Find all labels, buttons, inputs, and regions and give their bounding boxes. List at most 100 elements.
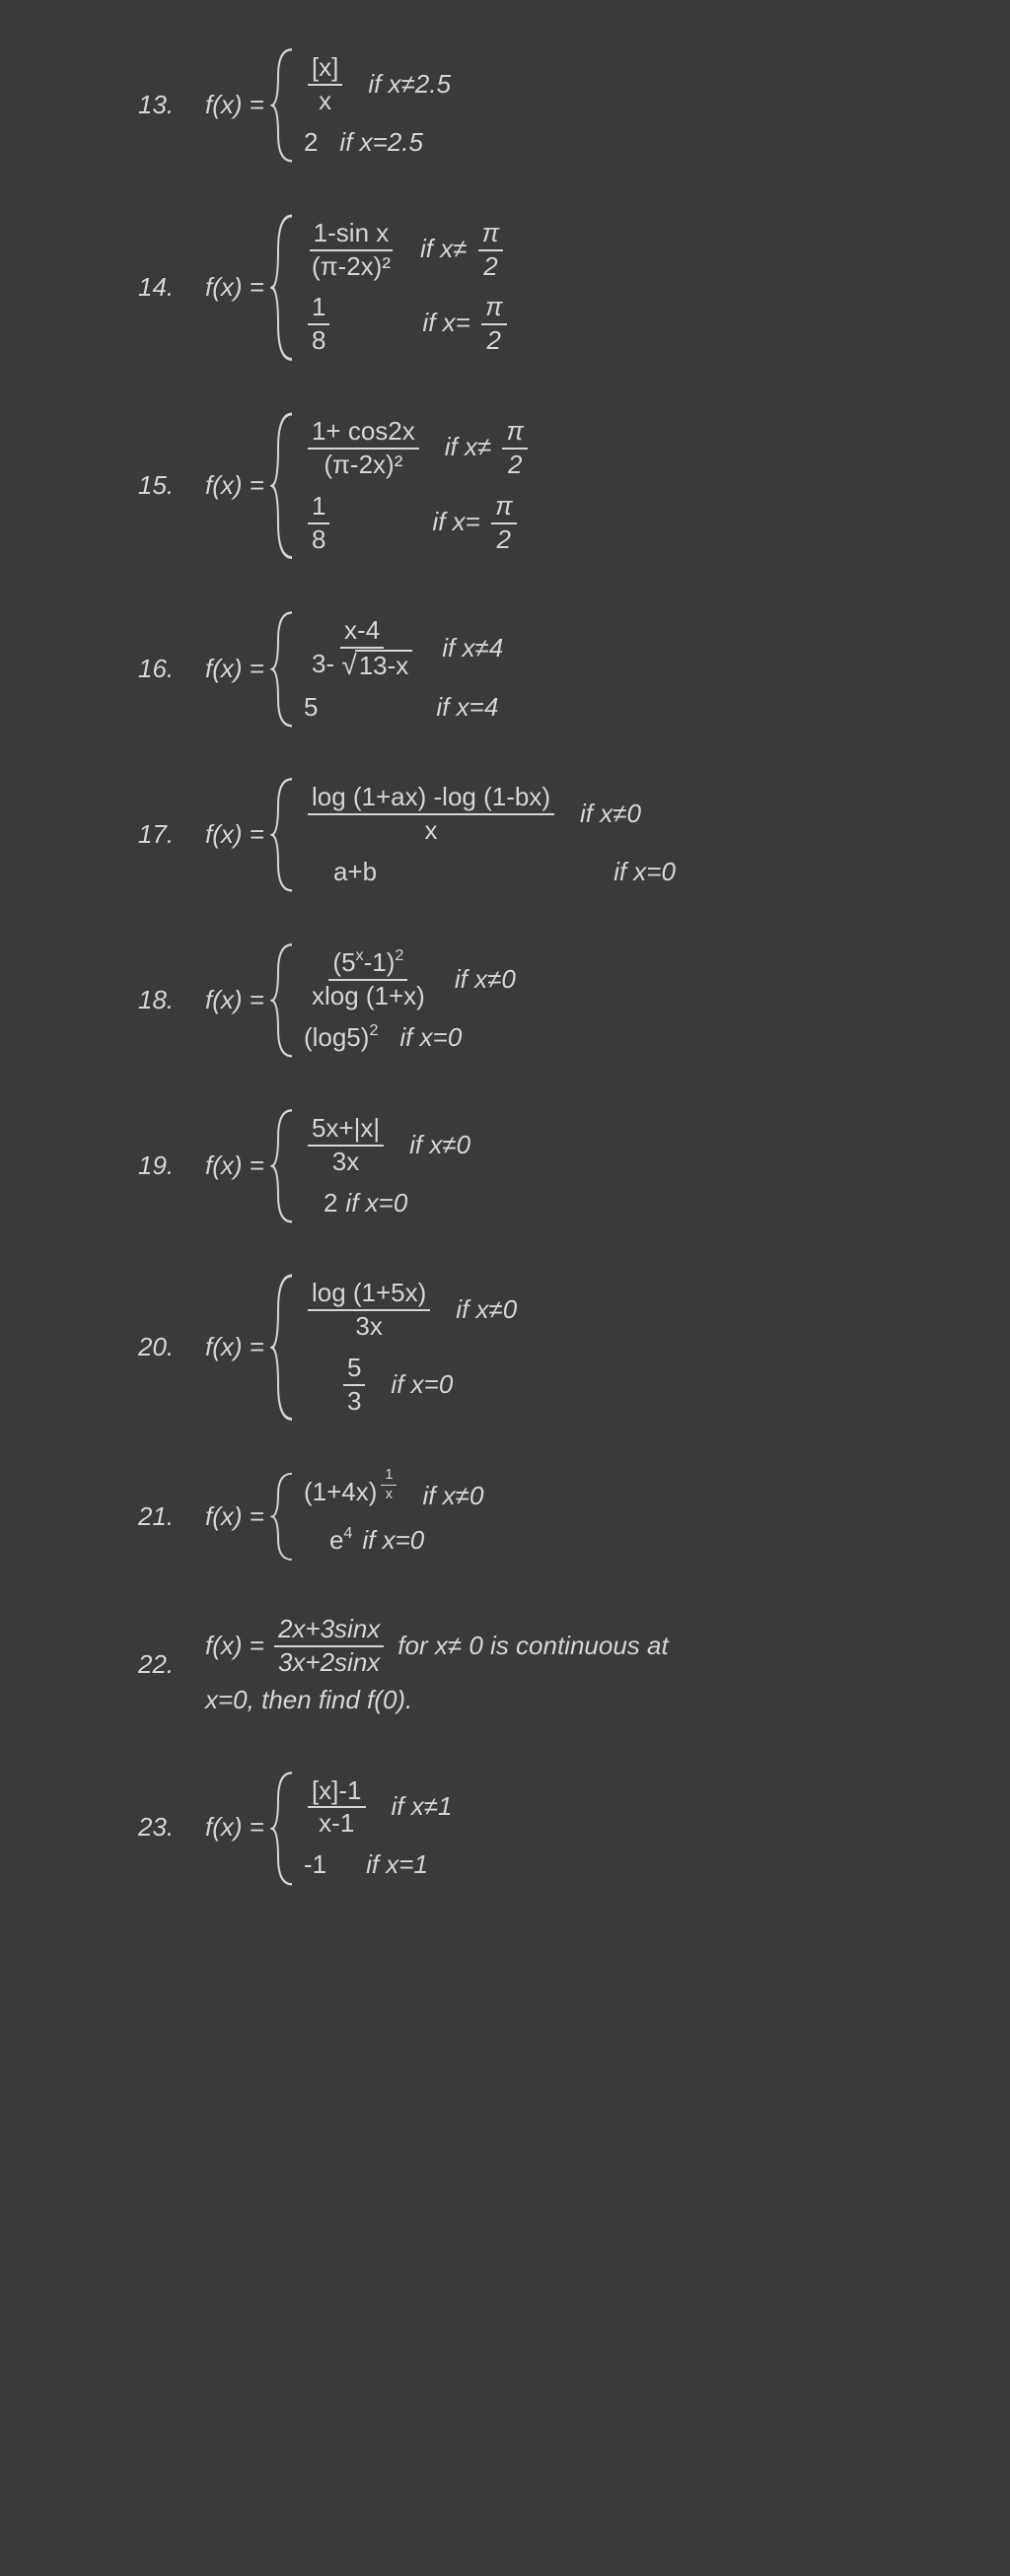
superscript: 2 [395,946,403,964]
problem-19: 19. f(x) = 5x+|x| 3x if x≠0 2 if x=0 [138,1108,1010,1224]
case-condition: if x=4 [436,693,498,723]
fraction-denominator: 3x [351,1311,386,1342]
problem-number: 19. [138,1151,189,1181]
case-row: a+b if x=0 [304,858,676,887]
fraction: 5x+|x| 3x [308,1114,384,1177]
fraction: [x] x [308,53,342,116]
brace-icon [270,1273,298,1423]
fraction-numerator: 1-sin x [310,219,394,251]
case-list: (5x-1)2 xlog (1+x) if x≠0 (log5)2 if x=0 [304,942,516,1059]
fraction-numerator: 5x+|x| [308,1114,384,1147]
brace-icon [270,610,298,729]
fraction-numerator: 1 [381,1467,397,1486]
fraction-denominator: (π-2x)² [320,450,406,480]
fraction-numerator: 1 [308,492,329,524]
case-row: log (1+5x) 3x if x≠0 [304,1279,517,1342]
fraction: log (1+5x) 3x [308,1279,430,1342]
expression-base: e [329,1525,343,1555]
fraction-denominator: 3x [328,1147,363,1177]
fraction: [x]-1 x-1 [308,1776,366,1840]
case-row: x-4 3- √ 13-x if x≠4 [304,616,503,681]
case-list: x-4 3- √ 13-x if x≠4 5 if x=4 [304,610,503,729]
case-condition: if x≠1 [392,1792,453,1822]
case-list: 1+ cos2x (π-2x)² if x≠ π 2 1 8 if x= [304,411,532,561]
fraction: π 2 [481,293,506,356]
function-lhs: f(x) = [205,655,264,684]
problem-20: 20. f(x) = log (1+5x) 3x if x≠0 5 3 if x… [138,1273,1010,1423]
fraction-denominator: 2 [493,524,515,555]
case-list: [x] x if x≠2.5 2 if x=2.5 [304,47,451,164]
text-line: f(x) = 2x+3sinx 3x+2sinx for x≠ 0 is con… [205,1615,669,1678]
fraction: 1+ cos2x (π-2x)² [308,417,419,480]
case-list: 1-sin x (π-2x)² if x≠ π 2 1 8 if x= [304,213,511,363]
problem-text: f(x) = 2x+3sinx 3x+2sinx for x≠ 0 is con… [205,1611,669,1719]
case-row: (5x-1)2 xlog (1+x) if x≠0 [304,948,516,1011]
denominator-prefix: 3- [312,649,334,678]
case-condition: if x=0 [391,1370,453,1400]
brace-icon [270,942,298,1059]
case-list: 5x+|x| 3x if x≠0 2 if x=0 [304,1108,470,1224]
function-lhs: f(x) = [205,986,264,1015]
case-row: [x]-1 x-1 if x≠1 [304,1776,453,1840]
case-row: 5 3 if x=0 [304,1354,517,1417]
problem-number: 18. [138,986,189,1015]
fraction-denominator: 3- √ 13-x [308,649,416,681]
case-condition: if x=0 [345,1189,407,1218]
function-lhs: f(x) = [205,820,264,850]
problem-number: 13. [138,91,189,120]
case-condition: if x≠ π 2 [445,417,532,480]
brace-icon [270,213,298,363]
case-row: 2 if x=2.5 [304,128,451,158]
fraction-numerator: 1+ cos2x [308,417,419,450]
case-row: [x] x if x≠2.5 [304,53,451,116]
fraction: 1 8 [308,492,329,555]
case-row: log (1+ax) -log (1-bx) x if x≠0 [304,783,676,846]
function-lhs: f(x) = [205,1502,264,1532]
expression-base: (log5) [304,1022,369,1052]
case-list: log (1+ax) -log (1-bx) x if x≠0 a+b if x… [304,777,676,893]
problem-number: 20. [138,1333,189,1362]
fraction: π 2 [502,417,527,480]
problem-21: 21. f(x) = (1+4x)1x if x≠0 e4 if x=0 [138,1472,1010,1562]
fraction: π 2 [478,219,503,282]
text-line: x=0, then find f(0). [205,1686,669,1715]
fraction: π 2 [491,492,516,555]
superscript: x [356,946,364,964]
page: 13. f(x) = [x] x if x≠2.5 2 if x=2.5 14.… [0,0,1010,2576]
function-lhs: f(x) = [205,91,264,120]
square-root: √ 13-x [341,650,412,681]
brace-icon [270,1771,298,1887]
case-row: 2 if x=0 [304,1189,470,1218]
fraction-numerator: π [481,293,506,325]
tail-text: x=0, then find f(0). [205,1686,412,1715]
fraction-denominator: 2 [504,450,526,480]
fraction-denominator: x [420,815,441,846]
case-expression: 2 [324,1189,337,1218]
case-condition: if x≠0 [422,1482,483,1511]
fraction-denominator: 2 [483,325,505,356]
fraction-denominator: 3 [343,1386,365,1417]
fraction-denominator: (π-2x)² [308,251,395,282]
brace-icon [270,1472,298,1562]
case-row: 5x+|x| 3x if x≠0 [304,1114,470,1177]
case-row: 1-sin x (π-2x)² if x≠ π 2 [304,219,511,282]
superscript: 2 [369,1021,378,1039]
fraction: 1x [381,1467,397,1502]
problem-23: 23. f(x) = [x]-1 x-1 if x≠1 -1 if x=1 [138,1771,1010,1887]
problem-18: 18. f(x) = (5x-1)2 xlog (1+x) if x≠0 (lo… [138,942,1010,1059]
fraction-numerator: 1 [308,293,329,325]
superscript: 4 [343,1524,352,1542]
function-lhs: f(x) = [205,1813,264,1843]
fraction-denominator: xlog (1+x) [308,981,429,1011]
expression-base: (1+4x) [304,1477,377,1506]
case-condition: if x≠2.5 [368,70,451,100]
fraction-numerator: π [491,492,516,524]
fraction-numerator: [x]-1 [308,1776,366,1809]
case-expression: a+b [333,858,377,887]
problem-15: 15. f(x) = 1+ cos2x (π-2x)² if x≠ π 2 [138,411,1010,561]
fraction: x-4 3- √ 13-x [308,616,416,681]
fraction: 5 3 [343,1354,365,1417]
expression-tail: -1) [364,947,396,977]
problem-14: 14. f(x) = 1-sin x (π-2x)² if x≠ π 2 [138,213,1010,363]
radicand: 13-x [355,650,413,681]
